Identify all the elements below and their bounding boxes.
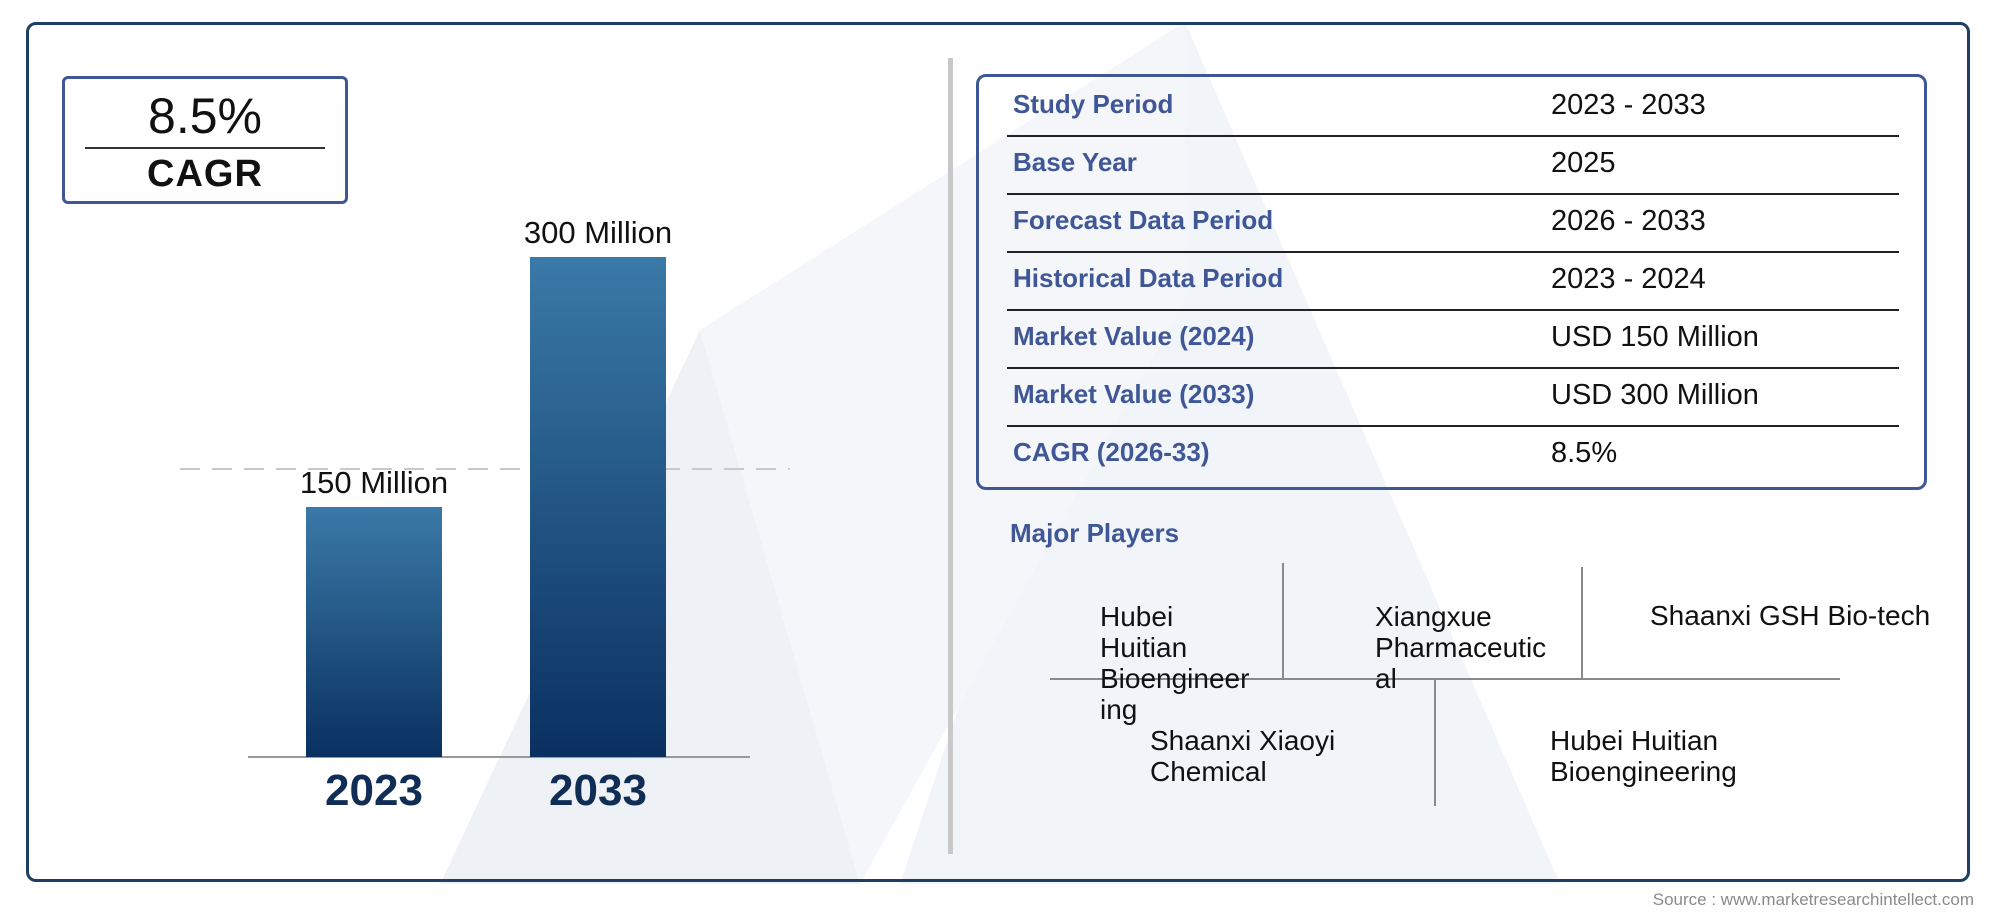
table-row: Base Year 2025 [1007, 147, 1899, 195]
player-name: Shaanxi GSH Bio-tech [1650, 600, 1931, 631]
bar-value-label: 300 Million [524, 215, 672, 250]
category-label: 2033 [549, 766, 647, 815]
row-value: 2023 - 2024 [1551, 263, 1706, 295]
row-label: Historical Data Period [1013, 263, 1284, 293]
bar-value-label: 150 Million [300, 465, 448, 500]
outer-frame [26, 22, 1970, 882]
bar-2023 [306, 507, 442, 757]
players-vertical-line [1282, 563, 1284, 678]
row-label: Base Year [1013, 147, 1137, 177]
row-value: 2025 [1551, 147, 1616, 179]
player-name: Hubei Huitian Bioengineering [1550, 725, 1737, 787]
row-value: USD 300 Million [1551, 379, 1759, 411]
cagr-divider [85, 147, 325, 149]
row-label: CAGR (2026-33) [1013, 437, 1210, 467]
row-value: 8.5% [1551, 437, 1618, 469]
section-divider [948, 58, 953, 854]
table-row: Historical Data Period 2023 - 2024 [1007, 263, 1899, 311]
cagr-label: CAGR [147, 153, 263, 195]
players-vertical-line [1434, 680, 1436, 806]
row-value: USD 150 Million [1551, 321, 1759, 353]
row-label: Market Value (2024) [1013, 321, 1255, 351]
cagr-box: 8.5% CAGR [62, 76, 348, 204]
bar-chart: 150 Million 2023 300 Million 2033 [180, 215, 790, 815]
table-row: Market Value (2033) USD 300 Million [1007, 379, 1899, 427]
row-label: Market Value (2033) [1013, 379, 1255, 409]
player-name: Xiangxue Pharmaceutic al [1375, 601, 1547, 694]
major-players-title: Major Players [1010, 518, 1180, 548]
table-row: Market Value (2024) USD 150 Million [1007, 321, 1899, 369]
table-row: Forecast Data Period 2026 - 2033 [1007, 205, 1899, 253]
player-name: Shaanxi Xiaoyi Chemical [1150, 725, 1336, 787]
players-horizontal-line [1050, 678, 1840, 680]
table-row: Study Period 2023 - 2033 [1007, 89, 1899, 137]
cagr-value: 8.5% [148, 88, 262, 144]
row-value: 2023 - 2033 [1551, 89, 1706, 121]
category-label: 2023 [325, 766, 423, 815]
table-row: CAGR (2026-33) 8.5% [1007, 437, 1899, 483]
source-credit: Source : www.marketresearchintellect.com [1652, 890, 1974, 909]
row-value: 2026 - 2033 [1551, 205, 1706, 237]
player-name: Hubei Huitian Bioengineer ing [1100, 601, 1250, 725]
players-vertical-line [1581, 567, 1583, 678]
row-label: Forecast Data Period [1013, 205, 1274, 235]
bar-2033 [530, 257, 666, 757]
summary-table: Study Period 2023 - 2033 Base Year 2025 … [976, 74, 1927, 490]
row-label: Study Period [1013, 89, 1174, 119]
